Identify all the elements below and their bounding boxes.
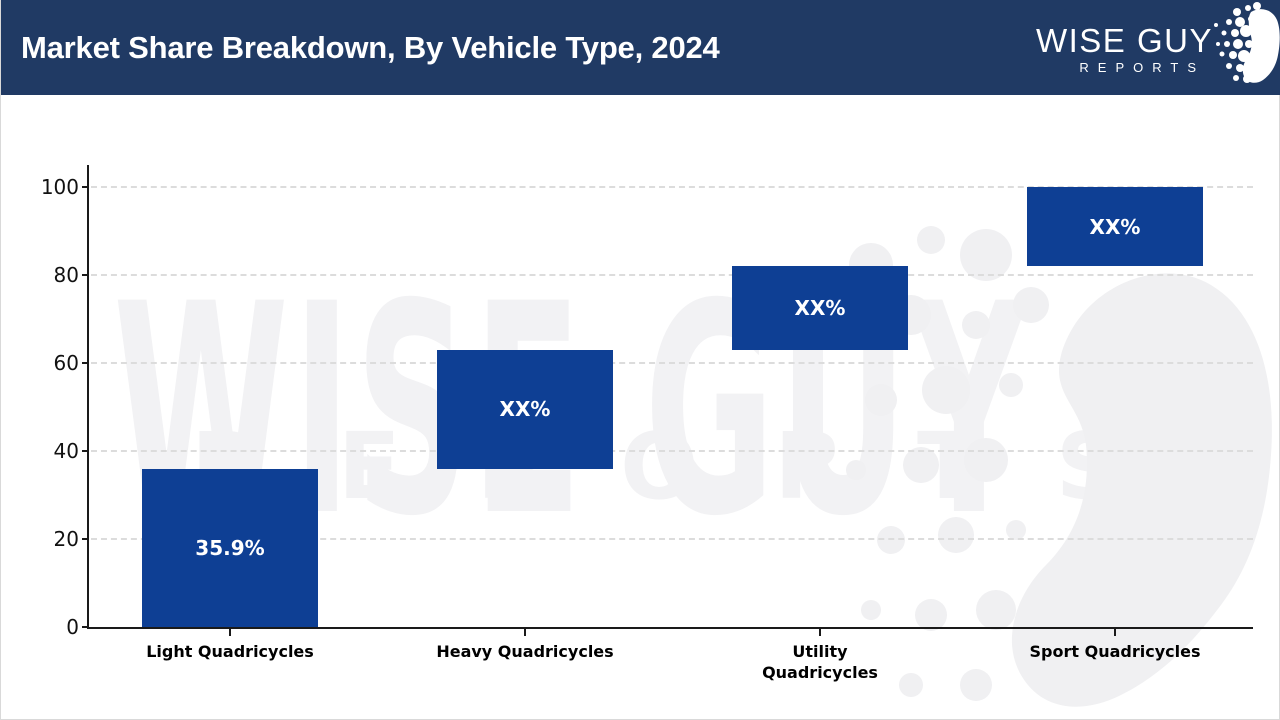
gridline-60 <box>91 362 1253 364</box>
gridline-80 <box>91 274 1253 276</box>
bar-value-label: XX% <box>794 295 846 320</box>
x-category-label: Utility Quadricycles <box>762 642 878 682</box>
gridline-40 <box>91 450 1253 452</box>
gridline-20 <box>91 538 1253 540</box>
y-tick-label-100: 100 <box>40 175 79 199</box>
y-tick-mark <box>82 538 89 540</box>
bar-sport-quadricycles: XX% <box>1027 187 1203 267</box>
bar-utility-quadricycles: XX% <box>732 266 908 350</box>
y-tick-label-80: 80 <box>53 263 79 287</box>
x-category-label: Sport Quadricycles <box>1029 642 1201 661</box>
logo-reports-text: REPORTS <box>1079 60 1205 75</box>
bar-value-label: XX% <box>499 397 551 422</box>
y-tick-label-40: 40 <box>53 439 79 463</box>
y-tick-mark <box>82 450 89 452</box>
y-tick-mark <box>82 274 89 276</box>
bar-heavy-quadricycles: XX% <box>437 349 613 470</box>
y-tick-mark <box>82 186 89 188</box>
x-category-label: Light Quadricycles <box>146 642 314 661</box>
logo-wiseguy-text: WISE GUY <box>1035 22 1213 59</box>
x-tick-mark <box>524 628 526 636</box>
y-tick-label-20: 20 <box>53 527 79 551</box>
logo-head-icon <box>1214 2 1280 83</box>
plot-area: WISE GUY REPORTS 35.9% XX% XX% XX% 0 20 40 60 8… <box>1 95 1280 720</box>
y-tick-mark <box>82 626 89 628</box>
x-axis-line <box>87 627 1253 629</box>
y-tick-label-60: 60 <box>53 351 79 375</box>
bar-value-label: 35.9% <box>195 536 265 560</box>
bar-light-quadricycles: 35.9% <box>142 469 318 627</box>
x-tick-mark <box>819 628 821 636</box>
watermark-reports-text: REPORTS <box>191 413 1199 520</box>
x-category-label: Heavy Quadricycles <box>436 642 614 661</box>
x-tick-mark <box>1114 628 1116 636</box>
y-axis-line <box>87 165 89 629</box>
chart-title: Market Share Breakdown, By Vehicle Type,… <box>21 29 720 65</box>
y-tick-mark <box>82 362 89 364</box>
brand-logo: WISE GUY REPORTS <box>1031 0 1280 95</box>
y-tick-label-0: 0 <box>66 615 79 639</box>
gridline-100 <box>91 186 1253 188</box>
bar-value-label: XX% <box>1089 214 1141 239</box>
header-bar: Market Share Breakdown, By Vehicle Type,… <box>1 0 1280 95</box>
x-tick-mark <box>229 628 231 636</box>
